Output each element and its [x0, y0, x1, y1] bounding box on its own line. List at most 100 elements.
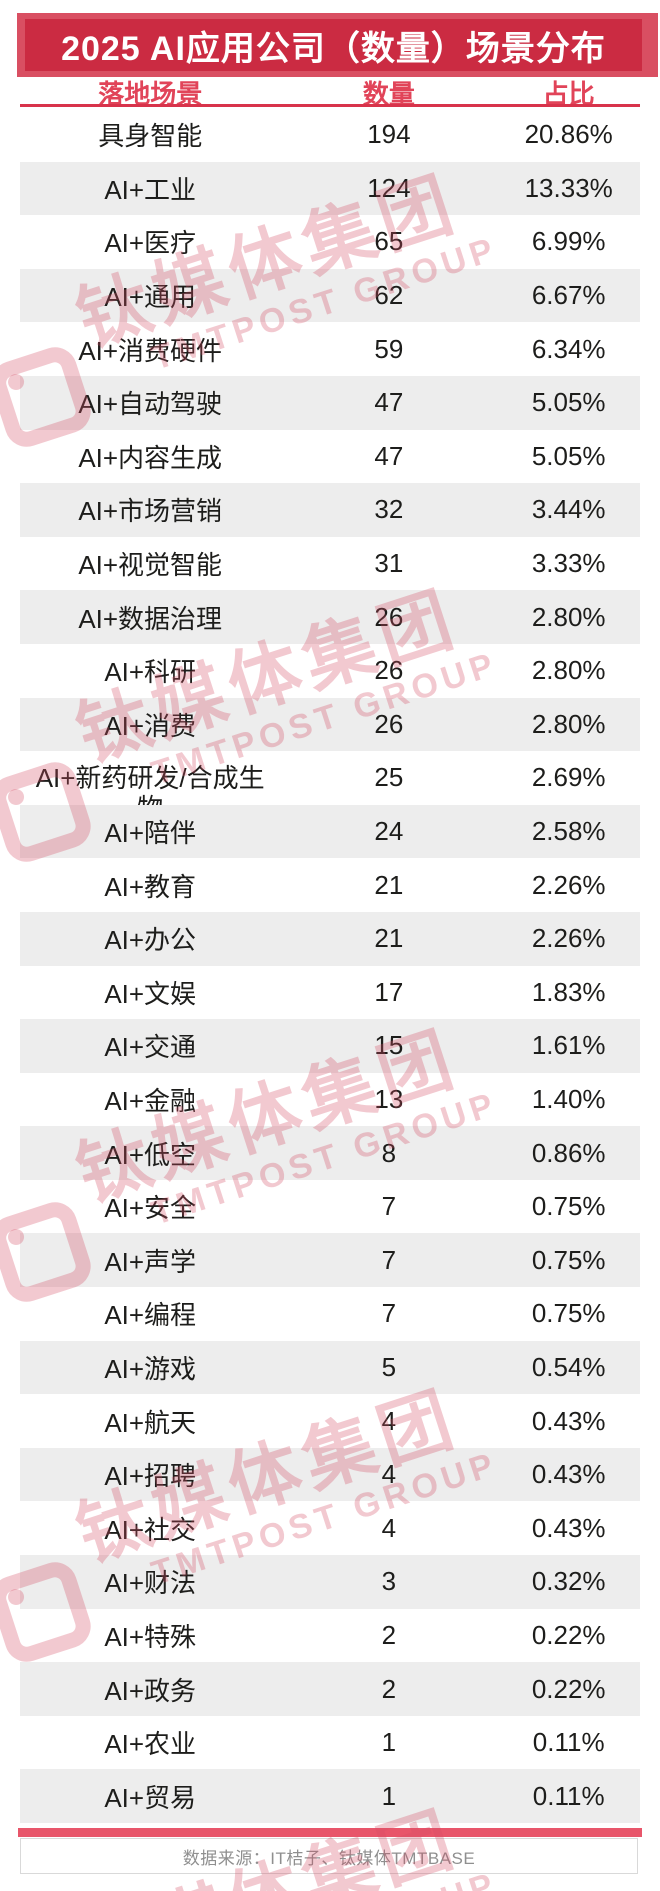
scenario-cell: AI+社交	[104, 1514, 197, 1545]
table-row: AI+消费硬件 59 6.34%	[20, 322, 640, 376]
scenario-cell-wrap: AI+安全	[20, 1180, 280, 1234]
share-cell: 2.80%	[531, 601, 606, 632]
scenario-cell: AI+市场营销	[78, 496, 223, 527]
share-cell: 0.22%	[531, 1673, 606, 1704]
share-cell: 2.80%	[531, 708, 606, 739]
scenario-cell-wrap: AI+财法	[20, 1555, 280, 1609]
table-row: AI+科研 26 2.80%	[20, 644, 640, 698]
scenario-cell: AI+交通	[104, 1032, 197, 1063]
share-cell: 0.43%	[531, 1512, 606, 1543]
scenario-cell: AI+农业	[104, 1729, 197, 1760]
table-row: AI+声学 7 0.75%	[20, 1233, 640, 1288]
scenario-cell-wrap: AI+航天	[20, 1394, 280, 1448]
table-row: AI+政务 2 0.22%	[20, 1662, 640, 1716]
scenario-cell-wrap: AI+文娱	[20, 966, 280, 1020]
share-cell: 6.34%	[531, 333, 606, 364]
table-row: AI+招聘 4 0.43%	[20, 1447, 640, 1502]
scenario-cell-wrap: AI+社交	[20, 1501, 280, 1555]
scenario-cell: AI+内容生成	[78, 442, 223, 473]
table-row: 具身智能 194 20.86%	[20, 108, 640, 162]
table-row: AI+工业 124 13.33%	[20, 161, 640, 216]
share-cell: 3.33%	[531, 548, 606, 579]
share-cell: 2.26%	[531, 869, 606, 900]
table-row: AI+贸易 1 0.11%	[20, 1769, 640, 1823]
count-cell: 3	[381, 1566, 397, 1597]
scenario-cell-wrap: AI+医疗	[20, 215, 280, 269]
table-row: AI+特殊 2 0.22%	[20, 1609, 640, 1663]
table-row: AI+市场营销 32 3.44%	[20, 483, 640, 537]
count-cell: 2	[381, 1619, 397, 1650]
count-cell: 47	[374, 387, 404, 418]
scenario-cell: AI+政务	[104, 1675, 197, 1706]
share-cell: 2.80%	[531, 655, 606, 686]
count-cell: 32	[374, 494, 404, 525]
table-row: AI+低空 8 0.86%	[20, 1126, 640, 1180]
table-body: 具身智能 194 20.86% AI+工业 124 13.33% AI+医疗 6…	[20, 108, 640, 1823]
scenario-cell: 具身智能	[98, 121, 203, 152]
share-cell: 0.32%	[531, 1566, 606, 1597]
count-cell: 26	[374, 601, 404, 632]
count-cell: 15	[374, 1030, 404, 1061]
scenario-cell-wrap: AI+新药研发/合成生物	[20, 751, 280, 805]
scenario-cell-wrap: AI+内容生成	[20, 430, 280, 484]
table-row: AI+航天 4 0.43%	[20, 1394, 640, 1448]
scenario-cell-wrap: AI+陪伴	[20, 805, 280, 859]
count-cell: 4	[381, 1459, 397, 1490]
count-cell: 26	[374, 708, 404, 739]
scenario-cell: AI+招聘	[104, 1461, 197, 1492]
table-row: AI+文娱 17 1.83%	[20, 966, 640, 1020]
table-row: AI+视觉智能 31 3.33%	[20, 537, 640, 591]
scenario-cell: AI+陪伴	[104, 818, 197, 849]
table-row: AI+游戏 5 0.54%	[20, 1340, 640, 1395]
count-cell: 31	[374, 548, 404, 579]
table-row: AI+新药研发/合成生物 25 2.69%	[20, 751, 640, 805]
scenario-cell: AI+自动驾驶	[78, 389, 223, 420]
scenario-cell: AI+文娱	[104, 978, 197, 1009]
table-row: AI+农业 1 0.11%	[20, 1716, 640, 1770]
table-row: AI+交通 15 1.61%	[20, 1019, 640, 1073]
scenario-cell-wrap: AI+消费	[20, 698, 280, 752]
scenario-cell-wrap: AI+编程	[20, 1287, 280, 1341]
share-cell: 1.40%	[531, 1083, 606, 1114]
scenario-cell-wrap: AI+科研	[20, 644, 280, 698]
scenario-cell-wrap: 具身智能	[20, 108, 280, 162]
count-cell: 1	[381, 1727, 397, 1758]
count-cell: 59	[374, 333, 404, 364]
count-cell: 2	[381, 1673, 397, 1704]
scenario-cell: AI+财法	[104, 1568, 197, 1599]
column-header-count: 数量	[362, 78, 415, 109]
count-cell: 26	[374, 655, 404, 686]
scenario-cell-wrap: AI+自动驾驶	[20, 376, 280, 430]
scenario-cell: AI+新药研发/合成生物	[35, 763, 265, 805]
title-banner: 2025 AI应用公司（数量）场景分布	[17, 13, 658, 77]
table-row: AI+安全 7 0.75%	[20, 1180, 640, 1234]
source-text: 数据来源：IT桔子、钛媒体TMTBASE	[182, 1848, 476, 1868]
table-row: AI+金融 13 1.40%	[20, 1073, 640, 1127]
count-cell: 7	[381, 1244, 397, 1275]
table-row: AI+自动驾驶 47 5.05%	[20, 375, 640, 430]
share-cell: 0.43%	[531, 1459, 606, 1490]
scenario-cell-wrap: AI+交通	[20, 1019, 280, 1073]
scenario-cell: AI+编程	[104, 1300, 197, 1331]
scenario-cell-wrap: AI+视觉智能	[20, 537, 280, 591]
scenario-cell-wrap: AI+声学	[20, 1233, 280, 1287]
count-cell: 4	[381, 1405, 397, 1436]
scenario-cell: AI+视觉智能	[78, 550, 223, 581]
scenario-cell-wrap: AI+低空	[20, 1126, 280, 1180]
table-row: AI+内容生成 47 5.05%	[20, 430, 640, 484]
table-row: AI+编程 7 0.75%	[20, 1287, 640, 1341]
scenario-cell-wrap: AI+通用	[20, 269, 280, 323]
count-cell: 62	[374, 280, 404, 311]
count-cell: 124	[367, 172, 411, 203]
scenario-cell: AI+工业	[104, 174, 197, 205]
scenario-cell: AI+贸易	[104, 1782, 197, 1813]
share-cell: 2.26%	[531, 923, 606, 954]
share-cell: 0.75%	[531, 1244, 606, 1275]
share-cell: 1.61%	[531, 1030, 606, 1061]
scenario-cell-wrap: AI+教育	[20, 858, 280, 912]
scenario-cell: AI+游戏	[104, 1353, 197, 1384]
scenario-cell-wrap: AI+特殊	[20, 1609, 280, 1663]
scenario-cell: AI+教育	[104, 871, 197, 902]
count-cell: 21	[374, 923, 404, 954]
count-cell: 17	[374, 976, 404, 1007]
